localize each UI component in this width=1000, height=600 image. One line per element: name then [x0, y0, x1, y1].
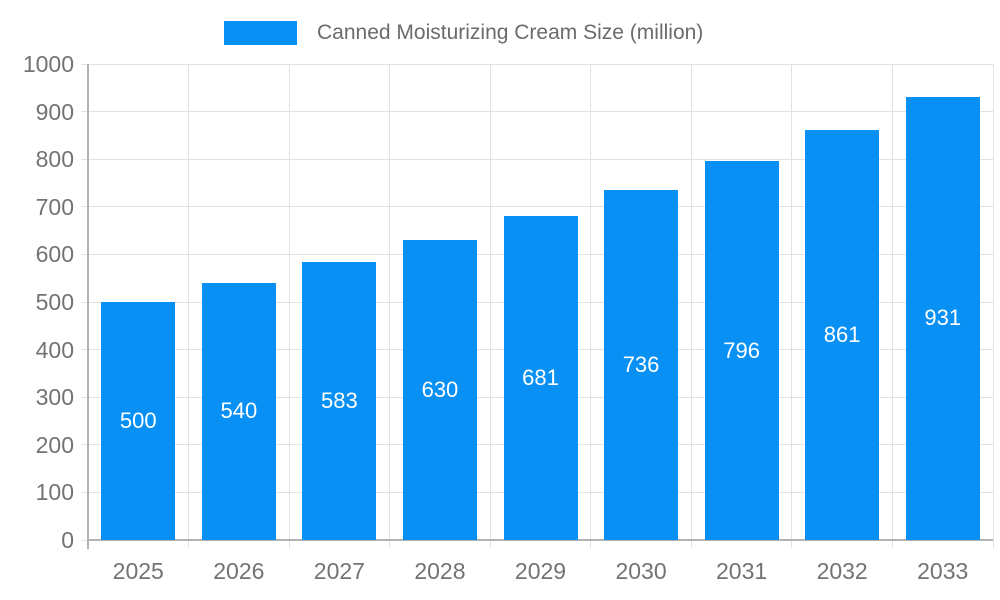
v-gridline	[690, 64, 692, 548]
v-gridline	[791, 64, 793, 548]
y-tick-label: 900	[35, 98, 74, 125]
x-tick-label: 2032	[816, 558, 868, 584]
bar-value-label: 583	[321, 388, 358, 414]
x-axis-line	[86, 539, 993, 541]
v-gridline	[288, 64, 290, 548]
bar[interactable]	[704, 161, 779, 540]
y-tick-label: 500	[35, 289, 74, 315]
y-tick-label: 100	[35, 479, 74, 506]
legend-item[interactable]: Canned Moisturizing Cream Size (million)	[224, 18, 703, 48]
bar-value-label: 630	[421, 377, 459, 403]
bar-value-label: 736	[622, 351, 660, 377]
y-tick-label: 1000	[22, 51, 74, 77]
v-gridline	[389, 64, 391, 548]
v-gridline	[489, 64, 491, 548]
x-tick-label: 2031	[716, 558, 768, 584]
bar-value-label: 931	[924, 305, 962, 331]
v-gridline	[992, 64, 994, 548]
y-tick-label: 300	[35, 384, 74, 411]
bar[interactable]	[503, 215, 578, 540]
y-tick-label: 700	[35, 193, 74, 220]
bar[interactable]	[805, 130, 880, 540]
h-gridline	[81, 206, 993, 208]
x-tick-label: 2029	[514, 558, 567, 584]
y-axis-line	[86, 64, 89, 549]
y-tick-label: 800	[35, 146, 74, 173]
y-tick-label: 200	[35, 431, 74, 458]
bar-value-label: 500	[119, 408, 157, 433]
bar[interactable]	[604, 189, 679, 540]
x-tick-label: 2028	[414, 558, 466, 584]
bar[interactable]	[302, 262, 377, 540]
v-gridline	[891, 64, 893, 548]
v-gridline	[590, 64, 592, 548]
h-gridline	[81, 63, 993, 65]
y-tick-label: 600	[35, 241, 74, 268]
h-gridline	[81, 111, 993, 113]
bar-value-label: 540	[220, 398, 258, 424]
legend-label: Canned Moisturizing Cream Size (million)	[317, 21, 704, 44]
x-tick-label: 2027	[313, 558, 365, 584]
y-tick-label: 400	[35, 336, 74, 363]
bar-value-label: 796	[723, 337, 760, 363]
bar-value-label: 681	[522, 364, 559, 390]
bar[interactable]	[101, 302, 176, 540]
x-tick-label: 2025	[112, 558, 164, 584]
v-gridline	[188, 64, 190, 548]
legend-swatch	[224, 21, 297, 45]
bar-value-label: 861	[823, 322, 861, 348]
bar[interactable]	[905, 96, 980, 540]
bar[interactable]	[402, 240, 477, 540]
y-tick-label: 0	[61, 527, 74, 553]
bar[interactable]	[201, 282, 276, 540]
x-tick-label: 2030	[615, 558, 667, 584]
x-tick-label: 2033	[917, 558, 969, 584]
x-tick-label: 2026	[213, 558, 265, 584]
h-gridline	[81, 158, 993, 160]
